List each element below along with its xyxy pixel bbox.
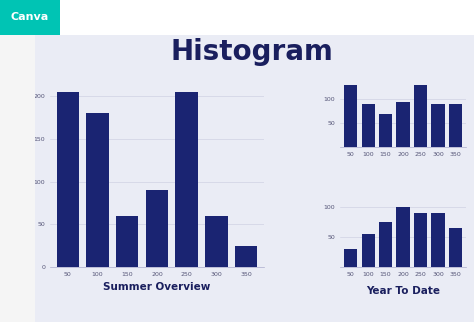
- Bar: [449, 104, 462, 147]
- Bar: [414, 85, 427, 147]
- Bar: [379, 114, 392, 147]
- Bar: [379, 222, 392, 267]
- Bar: [431, 104, 445, 147]
- X-axis label: Summer Overview: Summer Overview: [103, 282, 210, 292]
- Bar: [362, 234, 375, 267]
- Bar: [56, 92, 79, 267]
- Text: Canva: Canva: [11, 13, 49, 23]
- Text: Histogram: Histogram: [171, 38, 333, 66]
- Bar: [344, 249, 357, 267]
- Bar: [362, 104, 375, 147]
- Bar: [396, 207, 410, 267]
- Bar: [414, 213, 427, 267]
- Bar: [344, 85, 357, 147]
- Bar: [205, 216, 228, 267]
- Bar: [235, 246, 257, 267]
- Bar: [175, 92, 198, 267]
- Bar: [431, 213, 445, 267]
- Text: Year To Date: Year To Date: [366, 286, 440, 296]
- Bar: [86, 113, 109, 267]
- Bar: [146, 190, 168, 267]
- Bar: [449, 228, 462, 267]
- Bar: [396, 101, 410, 147]
- Bar: [116, 216, 138, 267]
